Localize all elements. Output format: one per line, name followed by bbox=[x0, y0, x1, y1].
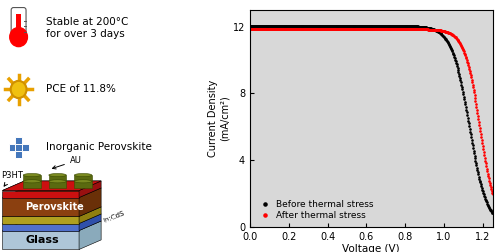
Text: FTO: FTO bbox=[102, 217, 120, 231]
After thermal stress bbox=[446, 31, 452, 34]
Polygon shape bbox=[79, 181, 101, 198]
Polygon shape bbox=[2, 224, 79, 231]
FancyBboxPatch shape bbox=[16, 137, 22, 144]
Polygon shape bbox=[79, 221, 101, 249]
Before thermal stress bbox=[247, 24, 253, 27]
After thermal stress bbox=[362, 28, 368, 31]
Text: Stable at 200°C
for over 3 days: Stable at 200°C for over 3 days bbox=[46, 17, 129, 39]
Polygon shape bbox=[74, 175, 92, 181]
Circle shape bbox=[10, 81, 26, 98]
Text: Glass: Glass bbox=[26, 235, 59, 245]
Y-axis label: Current Density
(mA/cm²): Current Density (mA/cm²) bbox=[208, 80, 230, 157]
Text: P3HT: P3HT bbox=[1, 171, 23, 186]
FancyBboxPatch shape bbox=[16, 151, 22, 158]
Text: AU: AU bbox=[52, 156, 82, 169]
Polygon shape bbox=[79, 188, 101, 216]
After thermal stress bbox=[364, 28, 370, 31]
Before thermal stress bbox=[364, 24, 370, 27]
Text: PCE of 11.8%: PCE of 11.8% bbox=[46, 84, 116, 94]
After thermal stress bbox=[484, 167, 490, 170]
Polygon shape bbox=[2, 181, 101, 191]
After thermal stress bbox=[247, 28, 253, 31]
Polygon shape bbox=[2, 216, 79, 224]
Polygon shape bbox=[49, 181, 66, 187]
Ellipse shape bbox=[74, 173, 92, 177]
Line: Before thermal stress: Before thermal stress bbox=[249, 25, 494, 215]
FancyBboxPatch shape bbox=[16, 144, 22, 151]
Polygon shape bbox=[49, 175, 66, 181]
Ellipse shape bbox=[49, 173, 66, 177]
X-axis label: Voltage (V): Voltage (V) bbox=[342, 244, 400, 252]
Polygon shape bbox=[79, 207, 101, 224]
Legend: Before thermal stress, After thermal stress: Before thermal stress, After thermal str… bbox=[254, 198, 376, 222]
Before thermal stress bbox=[392, 24, 398, 27]
After thermal stress bbox=[378, 28, 384, 31]
Polygon shape bbox=[2, 188, 101, 198]
FancyBboxPatch shape bbox=[8, 144, 16, 151]
FancyBboxPatch shape bbox=[11, 8, 26, 38]
Polygon shape bbox=[2, 231, 79, 249]
After thermal stress bbox=[490, 193, 496, 196]
Before thermal stress bbox=[490, 212, 496, 215]
Ellipse shape bbox=[24, 173, 40, 177]
Before thermal stress bbox=[378, 24, 384, 27]
Ellipse shape bbox=[49, 180, 66, 183]
FancyBboxPatch shape bbox=[22, 144, 29, 151]
Bar bbox=[16, 14, 22, 33]
Polygon shape bbox=[74, 181, 92, 187]
Before thermal stress bbox=[484, 201, 490, 204]
Polygon shape bbox=[2, 198, 79, 216]
Before thermal stress bbox=[362, 24, 368, 27]
Polygon shape bbox=[2, 191, 79, 198]
Text: In:CdS: In:CdS bbox=[102, 210, 126, 224]
Ellipse shape bbox=[74, 180, 92, 183]
Polygon shape bbox=[79, 214, 101, 231]
Polygon shape bbox=[2, 181, 101, 191]
Polygon shape bbox=[2, 214, 101, 224]
Before thermal stress bbox=[446, 42, 452, 45]
Polygon shape bbox=[2, 221, 101, 231]
Circle shape bbox=[10, 27, 28, 47]
Polygon shape bbox=[2, 207, 101, 216]
After thermal stress bbox=[392, 28, 398, 31]
Ellipse shape bbox=[24, 180, 40, 183]
Line: After thermal stress: After thermal stress bbox=[249, 28, 494, 196]
Polygon shape bbox=[23, 181, 40, 187]
Text: Perovskite: Perovskite bbox=[26, 202, 84, 212]
Text: Inorganic Perovskite: Inorganic Perovskite bbox=[46, 142, 152, 152]
Polygon shape bbox=[23, 175, 40, 181]
